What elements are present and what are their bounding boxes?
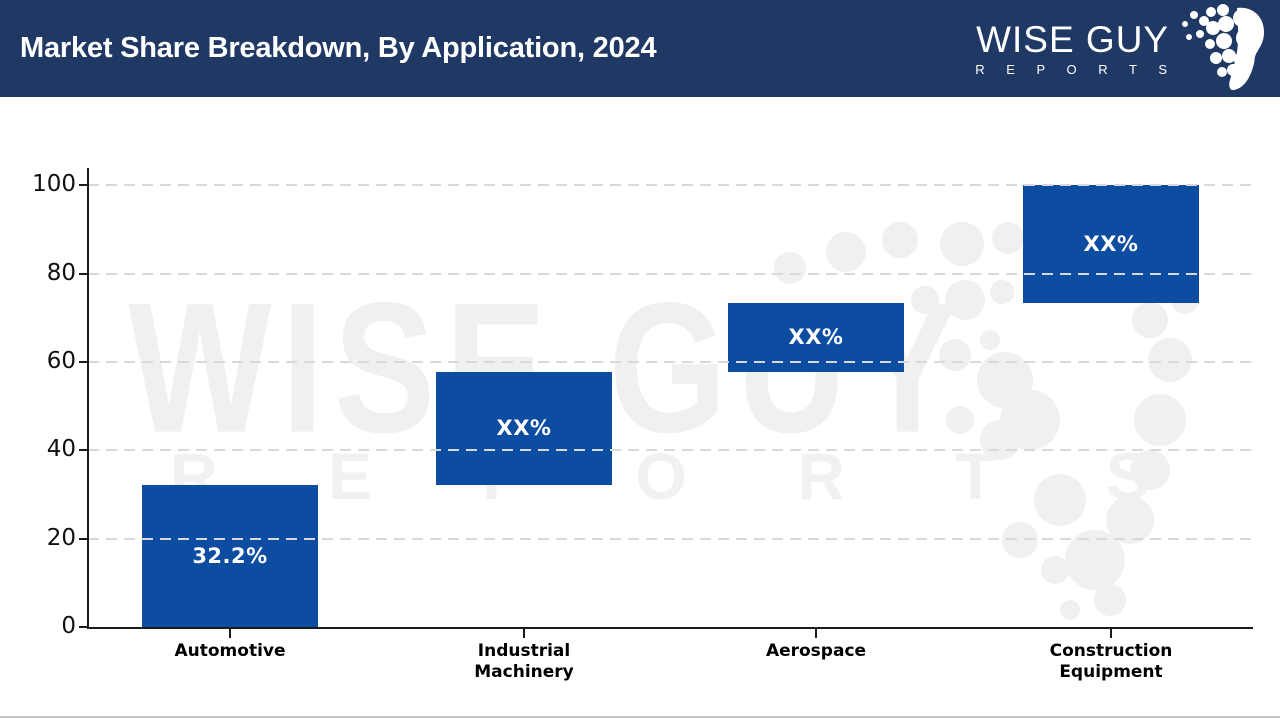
- bottom-divider: [0, 716, 1280, 718]
- brand-subtitle: R E P O R T S: [975, 61, 1176, 77]
- x-axis-label-aerospace: Aerospace: [765, 641, 867, 661]
- bar-value-label: XX%: [1083, 232, 1139, 257]
- gridline-80: [88, 272, 1253, 275]
- bar-value-label: 32.2%: [192, 543, 268, 568]
- y-axis-label-20: 20: [46, 524, 76, 551]
- bar-aerospace: XX%: [728, 303, 904, 372]
- y-axis-label-60: 60: [46, 347, 76, 374]
- gridline-20: [88, 537, 1253, 540]
- bar-automotive: 32.2%: [142, 484, 318, 627]
- x-axis-label-industrial-machinery: Industrial Machinery: [474, 641, 574, 682]
- bar-value-label: XX%: [788, 325, 844, 350]
- bar-industrial-machinery: XX%: [436, 371, 612, 485]
- bar-construction-equipment: XX%: [1023, 185, 1199, 304]
- y-tick-mark: [79, 272, 88, 275]
- dotted-face-icon: [1182, 3, 1264, 90]
- y-axis-label-80: 80: [46, 259, 76, 286]
- x-tick-mark: [229, 629, 231, 638]
- brand-name: WISE GUY: [976, 18, 1170, 60]
- gridline-40: [88, 449, 1253, 452]
- brand-logo-text: WISE GUY R E P O R T S: [969, 21, 1176, 77]
- y-axis-label-0: 0: [61, 613, 76, 639]
- gridline-60: [88, 360, 1253, 363]
- bar-value-label: XX%: [496, 416, 552, 441]
- y-tick-mark: [79, 537, 88, 540]
- y-tick-mark: [79, 626, 88, 628]
- y-tick-mark: [79, 184, 88, 187]
- page-title: Market Share Breakdown, By Application, …: [20, 32, 657, 64]
- y-tick-mark: [79, 360, 88, 363]
- x-tick-mark: [523, 629, 525, 638]
- header-bar: Market Share Breakdown, By Application, …: [0, 0, 1280, 97]
- x-tick-mark: [815, 629, 817, 638]
- x-axis-label-automotive: Automotive: [174, 641, 286, 661]
- y-tick-mark: [79, 449, 88, 452]
- brand-logo: WISE GUY R E P O R T S: [969, 0, 1266, 97]
- gridline-100: [88, 184, 1253, 187]
- x-tick-mark: [1110, 629, 1112, 638]
- y-axis-label-100: 100: [32, 171, 76, 198]
- y-axis-line: [87, 168, 89, 629]
- x-axis-line: [87, 627, 1253, 629]
- x-axis-label-construction-equipment: Construction Equipment: [1049, 641, 1173, 682]
- y-axis-label-40: 40: [46, 436, 76, 463]
